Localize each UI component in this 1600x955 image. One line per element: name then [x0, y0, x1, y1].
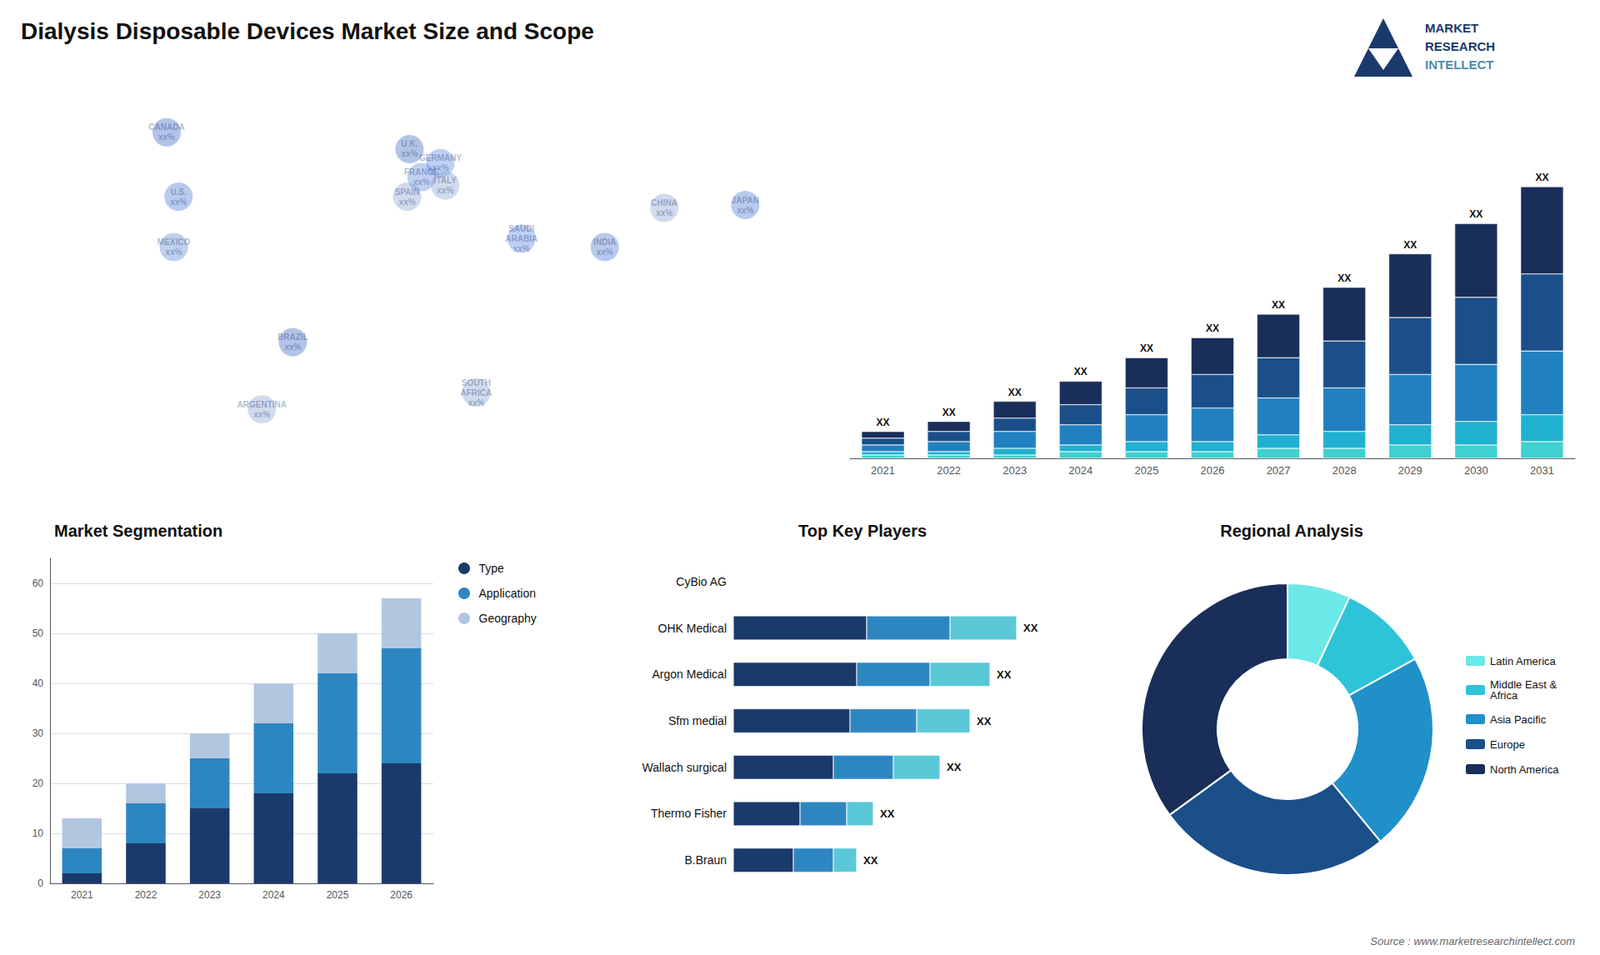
svg-text:10: 10: [32, 827, 45, 840]
svg-text:xx%: xx%: [400, 149, 418, 159]
svg-text:xx%: xx%: [253, 410, 270, 420]
svg-text:xx%: xx%: [284, 342, 301, 352]
svg-text:Thermo Fisher: Thermo Fisher: [650, 806, 727, 820]
svg-text:xx%: xx%: [399, 197, 416, 207]
svg-text:CHINA: CHINA: [650, 198, 678, 208]
svg-text:xx%: xx%: [436, 185, 454, 195]
svg-text:INTELLECT: INTELLECT: [1425, 57, 1495, 72]
svg-text:INDIA: INDIA: [593, 237, 616, 247]
svg-text:xx%: xx%: [165, 247, 183, 257]
svg-text:2022: 2022: [135, 889, 158, 901]
svg-text:Regional Analysis: Regional Analysis: [1220, 521, 1364, 540]
svg-text:60: 60: [32, 577, 45, 590]
svg-text:40: 40: [32, 677, 45, 690]
svg-text:AFRICA: AFRICA: [460, 388, 493, 398]
svg-text:XX: XX: [996, 668, 1012, 681]
svg-text:30: 30: [32, 727, 45, 740]
svg-text:0: 0: [37, 877, 44, 890]
svg-text:XX: XX: [880, 807, 895, 820]
svg-text:XX: XX: [876, 416, 890, 429]
svg-text:xx%: xx%: [655, 208, 673, 218]
svg-text:Sfm medial: Sfm medial: [668, 714, 727, 728]
svg-text:ITALY: ITALY: [434, 175, 458, 185]
svg-text:2031: 2031: [1530, 464, 1555, 477]
svg-text:Application: Application: [479, 586, 537, 600]
svg-text:2024: 2024: [262, 889, 285, 901]
svg-text:xx%: xx%: [513, 244, 530, 254]
svg-text:MEXICO: MEXICO: [157, 237, 191, 247]
svg-text:2027: 2027: [1266, 464, 1291, 477]
svg-text:XX: XX: [1205, 322, 1220, 335]
svg-text:Argon Medical: Argon Medical: [652, 667, 728, 681]
svg-text:SOUTH: SOUTH: [461, 378, 491, 388]
svg-text:FRANCE: FRANCE: [404, 167, 439, 177]
svg-text:CyBio AG: CyBio AG: [675, 575, 727, 589]
svg-text:2028: 2028: [1332, 464, 1357, 477]
svg-text:OHK Medical: OHK Medical: [658, 621, 727, 635]
svg-text:ARABIA: ARABIA: [505, 234, 538, 244]
svg-text:Wallach surgical: Wallach surgical: [642, 760, 727, 775]
svg-text:XX: XX: [1535, 171, 1549, 184]
svg-text:XX: XX: [976, 715, 992, 728]
svg-text:Middle East &: Middle East &: [1490, 678, 1557, 691]
svg-text:XX: XX: [942, 406, 956, 419]
svg-text:Market Segmentation: Market Segmentation: [54, 521, 223, 540]
svg-text:XX: XX: [946, 760, 962, 774]
svg-text:xx%: xx%: [413, 177, 430, 187]
svg-text:North America: North America: [1490, 763, 1560, 776]
svg-text:JAPAN: JAPAN: [731, 195, 760, 205]
svg-text:XX: XX: [1008, 386, 1022, 399]
svg-text:xx%: xx%: [170, 197, 187, 207]
svg-text:2021: 2021: [870, 464, 895, 477]
svg-text:XX: XX: [1140, 342, 1154, 355]
svg-text:ARGENTINA: ARGENTINA: [237, 400, 287, 410]
svg-text:Dialysis Disposable Devices Ma: Dialysis Disposable Devices Market Size …: [20, 18, 595, 45]
svg-text:SPAIN: SPAIN: [395, 187, 420, 197]
svg-text:RESEARCH: RESEARCH: [1425, 39, 1495, 54]
svg-text:2030: 2030: [1464, 464, 1489, 477]
svg-text:BRAZIL: BRAZIL: [277, 332, 309, 342]
svg-text:XX: XX: [1074, 365, 1088, 378]
svg-text:xx%: xx%: [467, 398, 485, 408]
svg-text:GERMANY: GERMANY: [419, 153, 462, 163]
svg-text:2023: 2023: [198, 889, 221, 901]
svg-text:XX: XX: [1271, 299, 1285, 311]
svg-text:Asia Pacific: Asia Pacific: [1490, 713, 1547, 726]
svg-text:2024: 2024: [1068, 464, 1093, 477]
svg-text:Geography: Geography: [479, 611, 537, 625]
svg-text:SAUDI: SAUDI: [508, 224, 535, 234]
svg-text:Latin America: Latin America: [1490, 655, 1557, 668]
svg-text:Africa: Africa: [1490, 689, 1519, 702]
svg-text:XX: XX: [863, 854, 879, 867]
svg-text:XX: XX: [1337, 272, 1351, 285]
svg-text:2029: 2029: [1398, 464, 1423, 477]
svg-text:50: 50: [32, 627, 45, 640]
svg-text:CANADA: CANADA: [148, 122, 185, 132]
svg-text:xx%: xx%: [432, 163, 450, 173]
svg-text:Europe: Europe: [1490, 738, 1525, 751]
svg-text:2026: 2026: [1200, 464, 1225, 477]
svg-text:2025: 2025: [326, 889, 350, 901]
svg-text:XX: XX: [1469, 208, 1483, 220]
svg-text:20: 20: [32, 777, 45, 790]
svg-text:Source : www.marketresearchint: Source : www.marketresearchintellect.com: [1370, 935, 1575, 948]
svg-text:xx%: xx%: [158, 132, 175, 142]
svg-text:U.S.: U.S.: [170, 187, 188, 197]
svg-text:Type: Type: [479, 561, 505, 575]
svg-text:2025: 2025: [1134, 464, 1159, 477]
svg-text:Top Key Players: Top Key Players: [798, 521, 927, 540]
svg-text:XX: XX: [1023, 621, 1039, 635]
svg-text:B.Braun: B.Braun: [684, 853, 727, 867]
svg-text:XX: XX: [1403, 239, 1417, 251]
svg-text:xx%: xx%: [596, 247, 614, 257]
svg-text:xx%: xx%: [736, 205, 754, 215]
svg-text:2022: 2022: [936, 464, 961, 477]
svg-text:2021: 2021: [70, 889, 94, 901]
svg-text:MARKET: MARKET: [1425, 20, 1479, 35]
svg-text:U.K.: U.K.: [400, 139, 418, 149]
svg-text:2026: 2026: [390, 889, 413, 901]
svg-text:2023: 2023: [1002, 464, 1027, 477]
